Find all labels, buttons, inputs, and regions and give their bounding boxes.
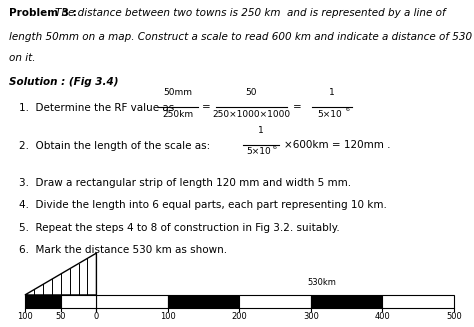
Text: 2.  Obtain the length of the scale as:: 2. Obtain the length of the scale as:: [19, 141, 217, 151]
Text: 5×10: 5×10: [317, 110, 342, 119]
Text: The distance between two towns is 250 km  and is represented by a line of: The distance between two towns is 250 km…: [55, 8, 445, 18]
Text: Solution : (Fig 3.4): Solution : (Fig 3.4): [9, 77, 119, 88]
Text: 250km: 250km: [162, 110, 193, 119]
Text: 50: 50: [55, 312, 66, 321]
Text: 250×1000×1000: 250×1000×1000: [212, 110, 290, 119]
Text: ×600km = 120mm .: ×600km = 120mm .: [284, 140, 391, 149]
Text: 3.  Draw a rectangular strip of length 120 mm and width 5 mm.: 3. Draw a rectangular strip of length 12…: [19, 178, 351, 188]
Text: 1.  Determine the RF value as: 1. Determine the RF value as: [19, 103, 174, 113]
Text: 5×10: 5×10: [246, 147, 271, 157]
Bar: [25, 295, 61, 308]
Text: 530km: 530km: [307, 278, 336, 287]
Text: 200: 200: [231, 312, 247, 321]
Text: on it.: on it.: [9, 53, 36, 63]
Text: 100: 100: [160, 312, 176, 321]
Bar: [96, 295, 168, 308]
Text: 6.  Mark the distance 530 km as shown.: 6. Mark the distance 530 km as shown.: [19, 245, 227, 255]
Text: 4.  Divide the length into 6 equal parts, each part representing 10 km.: 4. Divide the length into 6 equal parts,…: [19, 200, 387, 211]
Text: 50mm: 50mm: [163, 88, 192, 97]
Bar: [61, 295, 96, 308]
Bar: [383, 295, 454, 308]
Text: 1: 1: [258, 126, 264, 135]
Text: 1: 1: [329, 88, 335, 97]
Text: length 50mm on a map. Construct a scale to read 600 km and indicate a distance o: length 50mm on a map. Construct a scale …: [9, 32, 474, 42]
Text: 300: 300: [303, 312, 319, 321]
Text: =: =: [202, 102, 211, 112]
Bar: [168, 295, 239, 308]
Bar: [239, 295, 311, 308]
Text: 400: 400: [374, 312, 390, 321]
Text: 6: 6: [273, 145, 276, 150]
Text: 6: 6: [346, 107, 350, 112]
Text: 5.  Repeat the steps 4 to 8 of construction in Fig 3.2. suitably.: 5. Repeat the steps 4 to 8 of constructi…: [19, 223, 340, 233]
Text: 50: 50: [246, 88, 257, 97]
Text: 0: 0: [94, 312, 99, 321]
Text: Problem 3 :: Problem 3 :: [9, 8, 77, 18]
Text: 100: 100: [17, 312, 33, 321]
Text: =: =: [293, 102, 301, 112]
Text: 500: 500: [446, 312, 462, 321]
Bar: [311, 295, 383, 308]
